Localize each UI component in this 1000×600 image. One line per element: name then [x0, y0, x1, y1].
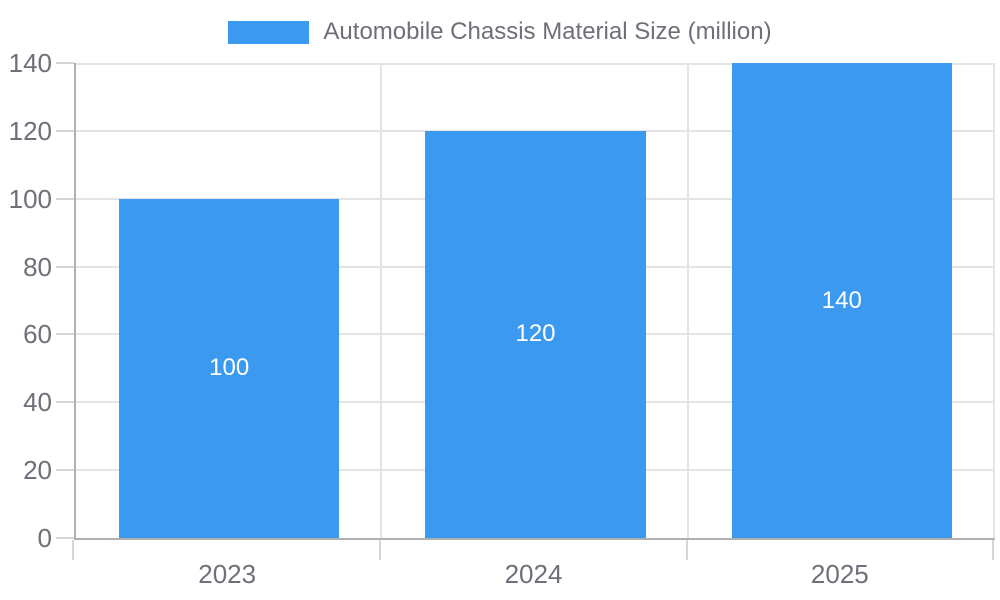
y-tick-mark: [56, 537, 74, 539]
x-tick-mark: [992, 540, 994, 560]
v-gridline: [380, 63, 383, 538]
bar-value-label: 100: [209, 354, 250, 382]
y-tick-label: 0: [37, 523, 52, 553]
y-tick-mark: [56, 129, 74, 132]
y-tick-label: 80: [23, 251, 52, 282]
y-tick-label: 100: [8, 183, 52, 214]
x-tick-label-2023: 2023: [198, 559, 257, 589]
y-tick-label: 140: [8, 48, 52, 78]
legend-swatch-icon: [228, 20, 310, 44]
y-tick-label: 60: [23, 319, 52, 350]
v-gridline: [993, 63, 995, 538]
y-tick-mark: [56, 197, 74, 200]
v-gridline: [686, 63, 689, 538]
bar-2023[interactable]: 100: [118, 198, 340, 538]
bar-2025[interactable]: 140: [731, 63, 953, 538]
bar-2024[interactable]: 120: [425, 130, 646, 538]
y-tick-mark: [56, 333, 74, 336]
y-tick-mark: [56, 62, 74, 64]
x-tick-mark: [685, 540, 688, 560]
y-tick-mark: [56, 469, 74, 472]
x-tick-mark: [72, 540, 74, 560]
h-gridline: [76, 129, 995, 132]
legend[interactable]: Automobile Chassis Material Size (millio…: [0, 18, 1000, 46]
plot-area: 100 120 140: [74, 63, 995, 540]
x-tick-label-2025: 2025: [810, 559, 869, 589]
x-tick-mark: [379, 540, 382, 560]
bar-value-label: 140: [821, 286, 862, 314]
legend-label: Automobile Chassis Material Size (millio…: [323, 18, 772, 45]
y-tick-label: 20: [23, 455, 52, 486]
x-tick-label-2024: 2024: [504, 559, 563, 589]
y-tick-mark: [56, 401, 74, 404]
h-gridline: [76, 63, 995, 65]
y-tick-label: 40: [23, 387, 52, 418]
y-tick-mark: [56, 265, 74, 268]
y-tick-label: 120: [8, 115, 52, 146]
bar-value-label: 120: [515, 320, 556, 348]
